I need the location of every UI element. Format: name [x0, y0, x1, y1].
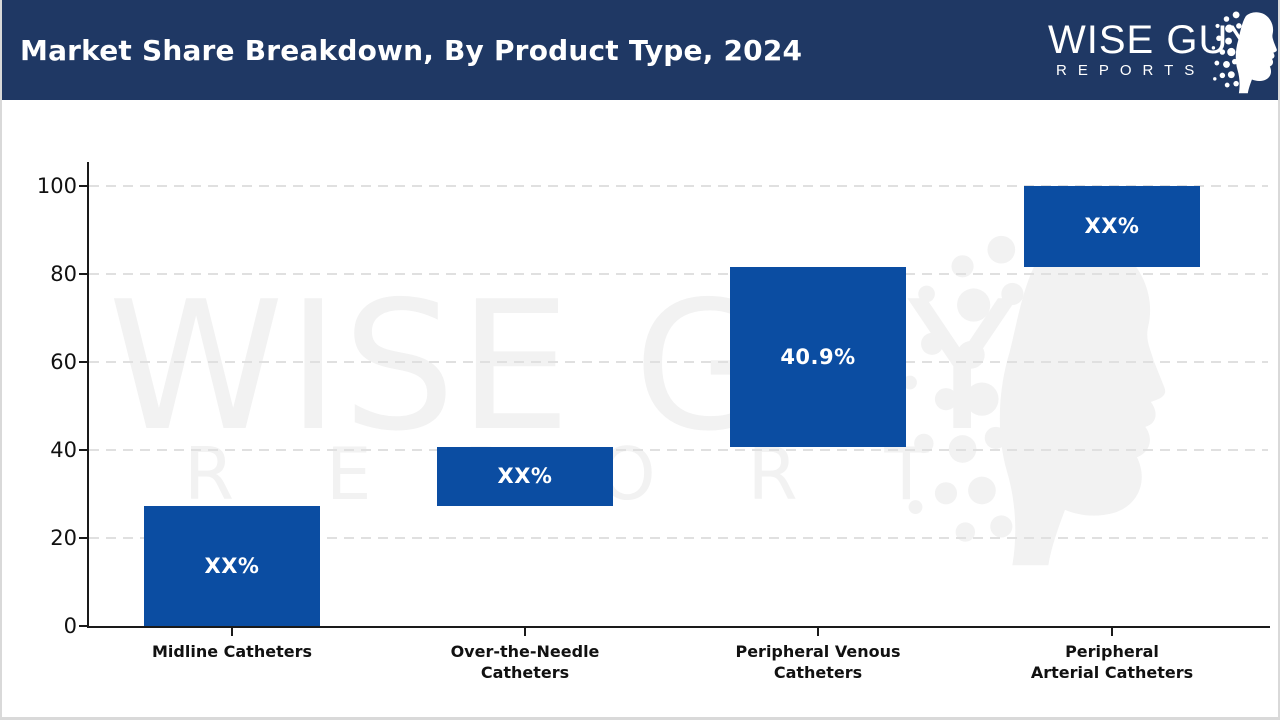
- y-tick-label: 100: [36, 174, 77, 198]
- y-tick-label: 0: [63, 614, 77, 638]
- x-tick-label: Midline Catheters: [152, 642, 312, 661]
- logo-reports-text: REPORTS: [1056, 62, 1206, 79]
- y-tick-label: 80: [50, 262, 77, 286]
- bar: XX%: [1024, 186, 1200, 267]
- y-tick-mark: [79, 449, 87, 451]
- x-tick-mark: [1111, 628, 1113, 636]
- y-tick-label: 60: [50, 350, 77, 374]
- y-tick-mark: [79, 361, 87, 363]
- y-tick-label: 40: [50, 438, 77, 462]
- x-tick-label: Over-the-Needle Catheters: [450, 642, 600, 682]
- y-tick-mark: [79, 273, 87, 275]
- bar-value-label: 40.9%: [780, 344, 856, 369]
- x-tick-label: Peripheral Venous Catheters: [735, 642, 901, 682]
- bar: XX%: [144, 505, 320, 626]
- wise-guy-reports-logo: WISE GUY REPORTS: [1008, 0, 1277, 100]
- gridline: [89, 361, 1268, 363]
- x-axis-line: [87, 626, 1270, 628]
- y-tick-mark: [79, 185, 87, 187]
- x-tick-mark: [817, 628, 819, 636]
- gridline: [89, 537, 1268, 539]
- gridline: [89, 449, 1268, 451]
- y-tick-label: 20: [50, 526, 77, 550]
- bar: 40.9%: [730, 266, 906, 447]
- header-bar: Market Share Breakdown, By Product Type,…: [2, 0, 1278, 100]
- bar-value-label: XX%: [497, 464, 553, 489]
- y-tick-mark: [79, 537, 87, 539]
- x-tick-mark: [524, 628, 526, 636]
- bar: XX%: [437, 446, 613, 506]
- gridline: [89, 185, 1268, 187]
- bar-value-label: XX%: [1084, 214, 1140, 239]
- bar-value-label: XX%: [204, 553, 260, 578]
- x-tick-label: Peripheral Arterial Catheters: [1030, 642, 1194, 682]
- y-tick-mark: [79, 625, 87, 627]
- logo-face-icon: [1211, 11, 1277, 94]
- y-axis-line: [87, 162, 89, 628]
- chart-title: Market Share Breakdown, By Product Type,…: [20, 33, 803, 67]
- gridline: [89, 273, 1268, 275]
- x-tick-mark: [231, 628, 233, 636]
